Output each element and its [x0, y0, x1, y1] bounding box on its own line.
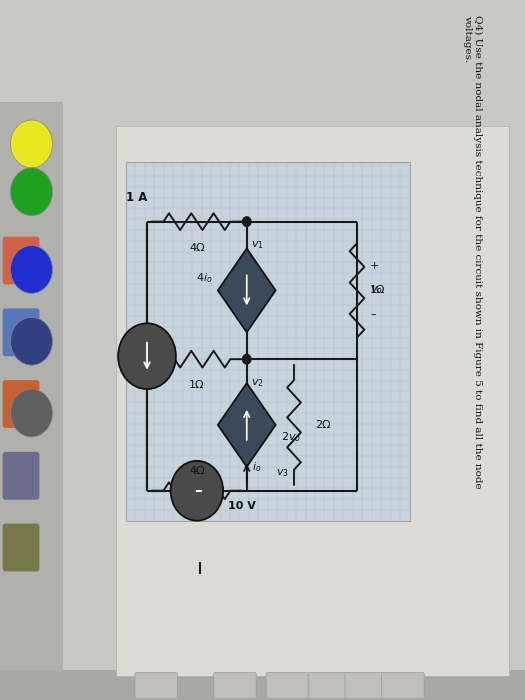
FancyBboxPatch shape	[3, 309, 39, 356]
Text: 10 V: 10 V	[228, 500, 256, 511]
Circle shape	[10, 168, 52, 216]
Text: $2v_o$: $2v_o$	[281, 430, 301, 444]
Text: –: –	[195, 483, 202, 498]
FancyBboxPatch shape	[3, 452, 39, 500]
Circle shape	[171, 461, 223, 521]
Text: +: +	[370, 262, 380, 272]
FancyBboxPatch shape	[3, 237, 39, 284]
Text: 1Ω: 1Ω	[370, 286, 386, 295]
FancyBboxPatch shape	[345, 673, 387, 699]
FancyBboxPatch shape	[0, 670, 525, 700]
Text: –: –	[370, 309, 376, 319]
FancyBboxPatch shape	[3, 380, 39, 428]
Text: $v_2$: $v_2$	[251, 377, 264, 389]
Text: $4i_o$: $4i_o$	[196, 272, 213, 286]
Circle shape	[243, 354, 251, 364]
FancyBboxPatch shape	[382, 673, 424, 699]
Text: 2Ω: 2Ω	[315, 420, 331, 430]
Polygon shape	[218, 248, 276, 332]
Circle shape	[10, 389, 52, 437]
Circle shape	[10, 120, 52, 168]
Polygon shape	[218, 383, 276, 467]
FancyBboxPatch shape	[214, 673, 256, 699]
FancyBboxPatch shape	[308, 673, 351, 699]
FancyBboxPatch shape	[266, 673, 309, 699]
FancyBboxPatch shape	[126, 162, 410, 521]
FancyBboxPatch shape	[135, 673, 177, 699]
Text: Q4) Use the nodal analysis technique for the circuit shown in Figure 5 to find a: Q4) Use the nodal analysis technique for…	[463, 15, 482, 489]
FancyBboxPatch shape	[0, 102, 63, 700]
Polygon shape	[116, 126, 509, 676]
Text: 4Ω: 4Ω	[189, 243, 205, 253]
Text: 4Ω: 4Ω	[189, 466, 205, 476]
Circle shape	[118, 323, 176, 389]
Text: $v_o$: $v_o$	[370, 284, 383, 296]
FancyBboxPatch shape	[3, 524, 39, 571]
Text: $v_1$: $v_1$	[251, 239, 264, 251]
Circle shape	[10, 246, 52, 293]
Circle shape	[10, 317, 52, 365]
Text: $i_o$: $i_o$	[252, 460, 261, 474]
Text: 1Ω: 1Ω	[189, 380, 205, 390]
Text: $v_3$: $v_3$	[276, 467, 288, 479]
Circle shape	[243, 217, 251, 226]
Text: 1 A: 1 A	[126, 190, 147, 204]
